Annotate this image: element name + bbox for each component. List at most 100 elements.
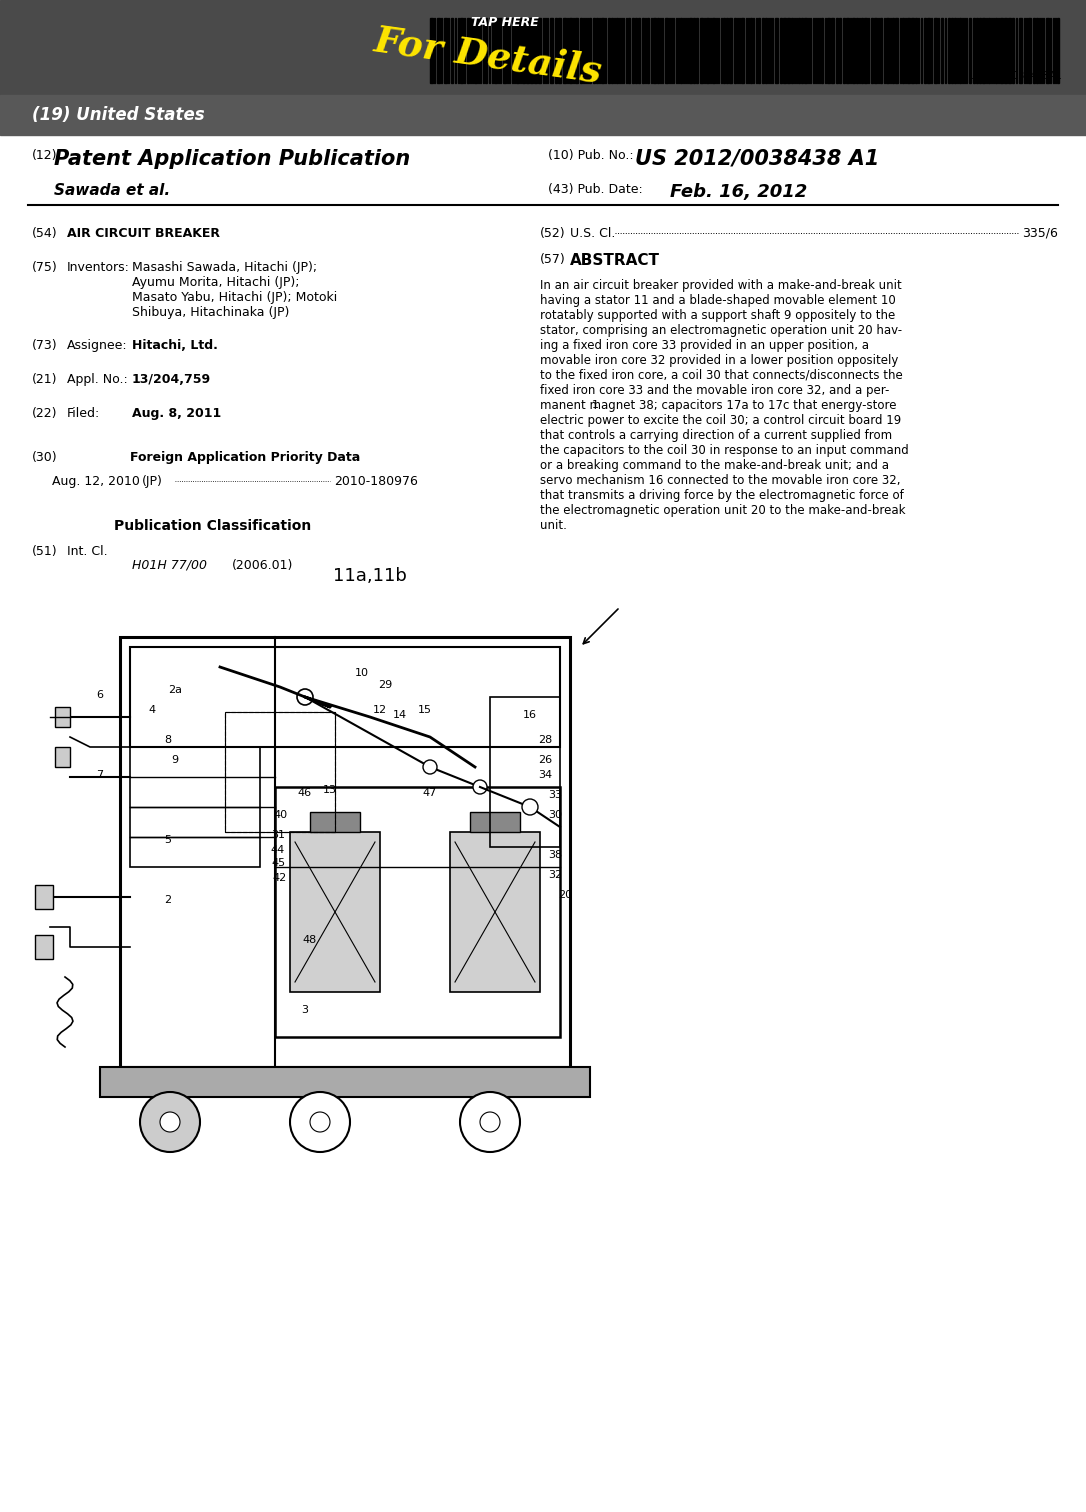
- Text: Sawada et al.: Sawada et al.: [54, 183, 171, 198]
- Bar: [1057, 18, 1059, 83]
- Text: rotatably supported with a support shaft 9 oppositely to the: rotatably supported with a support shaft…: [540, 308, 895, 322]
- Text: Assignee:: Assignee:: [67, 339, 128, 352]
- Bar: [696, 18, 698, 83]
- Bar: [225, 712, 334, 832]
- Bar: [734, 18, 736, 83]
- Bar: [490, 697, 560, 847]
- Bar: [450, 832, 540, 992]
- Bar: [494, 18, 497, 83]
- Bar: [988, 18, 990, 83]
- Text: 42: 42: [273, 872, 287, 883]
- Bar: [880, 18, 882, 83]
- Text: (51): (51): [31, 544, 58, 558]
- Bar: [569, 18, 572, 83]
- Bar: [831, 18, 834, 83]
- Bar: [0, 95, 1086, 135]
- Bar: [635, 18, 637, 83]
- Text: Foreign Application Priority Data: Foreign Application Priority Data: [130, 451, 361, 464]
- Text: having a stator 11 and a blade-shaped movable element 10: having a stator 11 and a blade-shaped mo…: [540, 293, 896, 307]
- Text: For Details: For Details: [371, 21, 605, 91]
- Bar: [959, 18, 961, 83]
- Bar: [729, 18, 732, 83]
- Bar: [1019, 18, 1022, 83]
- Circle shape: [480, 1111, 500, 1132]
- Bar: [783, 18, 786, 83]
- Bar: [978, 18, 981, 83]
- Bar: [1003, 18, 1007, 83]
- Text: Hitachi, Ltd.: Hitachi, Ltd.: [132, 339, 218, 352]
- Bar: [665, 18, 668, 83]
- Text: Inventors:: Inventors:: [67, 262, 130, 274]
- Bar: [954, 18, 956, 83]
- Circle shape: [473, 780, 487, 794]
- Text: ing a fixed iron core 33 provided in an upper position, a: ing a fixed iron core 33 provided in an …: [540, 339, 869, 352]
- Bar: [467, 18, 469, 83]
- Text: Aug. 12, 2010: Aug. 12, 2010: [52, 475, 140, 488]
- Bar: [485, 18, 487, 83]
- Text: 44: 44: [270, 845, 286, 854]
- Text: Aug. 8, 2011: Aug. 8, 2011: [132, 407, 222, 420]
- Bar: [706, 18, 709, 83]
- Bar: [700, 18, 703, 83]
- Text: TAP HERE: TAP HERE: [471, 15, 539, 29]
- Bar: [1036, 18, 1038, 83]
- Bar: [780, 18, 782, 83]
- Circle shape: [310, 1111, 330, 1132]
- Bar: [473, 18, 477, 83]
- Bar: [130, 647, 560, 747]
- Bar: [934, 18, 937, 83]
- Bar: [969, 18, 971, 83]
- Bar: [130, 747, 260, 866]
- Bar: [856, 18, 858, 83]
- Bar: [616, 18, 618, 83]
- Text: that controls a carrying direction of a current supplied from: that controls a carrying direction of a …: [540, 429, 892, 442]
- Text: 14: 14: [393, 711, 407, 720]
- Text: Publication Classification: Publication Classification: [114, 519, 312, 534]
- Bar: [611, 18, 613, 83]
- Text: 16: 16: [523, 711, 536, 720]
- Bar: [693, 18, 695, 83]
- Bar: [915, 18, 917, 83]
- Bar: [973, 18, 975, 83]
- Text: Appl. No.:: Appl. No.:: [67, 373, 128, 386]
- Text: (57): (57): [540, 253, 566, 266]
- Bar: [995, 18, 997, 83]
- Bar: [874, 18, 877, 83]
- Bar: [0, 0, 1086, 95]
- Text: Int. Cl.: Int. Cl.: [67, 544, 108, 558]
- Bar: [951, 18, 954, 83]
- Bar: [895, 18, 898, 83]
- Text: H01H 77/00: H01H 77/00: [132, 559, 207, 572]
- Text: 26: 26: [538, 754, 552, 765]
- Circle shape: [140, 1092, 200, 1152]
- Text: 40: 40: [273, 810, 287, 820]
- Bar: [574, 18, 578, 83]
- Bar: [801, 18, 803, 83]
- Bar: [1012, 18, 1014, 83]
- Text: electric power to excite the coil 30; a control circuit board 19: electric power to excite the coil 30; a …: [540, 414, 901, 426]
- Bar: [864, 18, 867, 83]
- Bar: [430, 18, 433, 83]
- Text: 15: 15: [418, 705, 432, 715]
- Bar: [892, 18, 894, 83]
- Circle shape: [522, 798, 538, 815]
- Bar: [657, 18, 659, 83]
- Text: (19) United States: (19) United States: [31, 106, 204, 124]
- Text: (75): (75): [31, 262, 58, 274]
- Bar: [563, 18, 566, 83]
- Text: (12): (12): [31, 150, 58, 162]
- Bar: [601, 18, 604, 83]
- Text: 32: 32: [548, 869, 563, 880]
- Text: 33: 33: [548, 789, 561, 800]
- Text: 7: 7: [97, 770, 103, 780]
- Bar: [516, 18, 519, 83]
- Bar: [911, 18, 914, 83]
- Text: (2006.01): (2006.01): [232, 559, 293, 572]
- Text: US 2012/0038438 A1: US 2012/0038438 A1: [635, 150, 880, 169]
- Bar: [775, 18, 778, 83]
- Bar: [924, 18, 926, 83]
- Text: Ayumu Morita, Hitachi (JP);: Ayumu Morita, Hitachi (JP);: [132, 277, 300, 289]
- Bar: [765, 18, 767, 83]
- Bar: [1046, 18, 1049, 83]
- Bar: [558, 18, 561, 83]
